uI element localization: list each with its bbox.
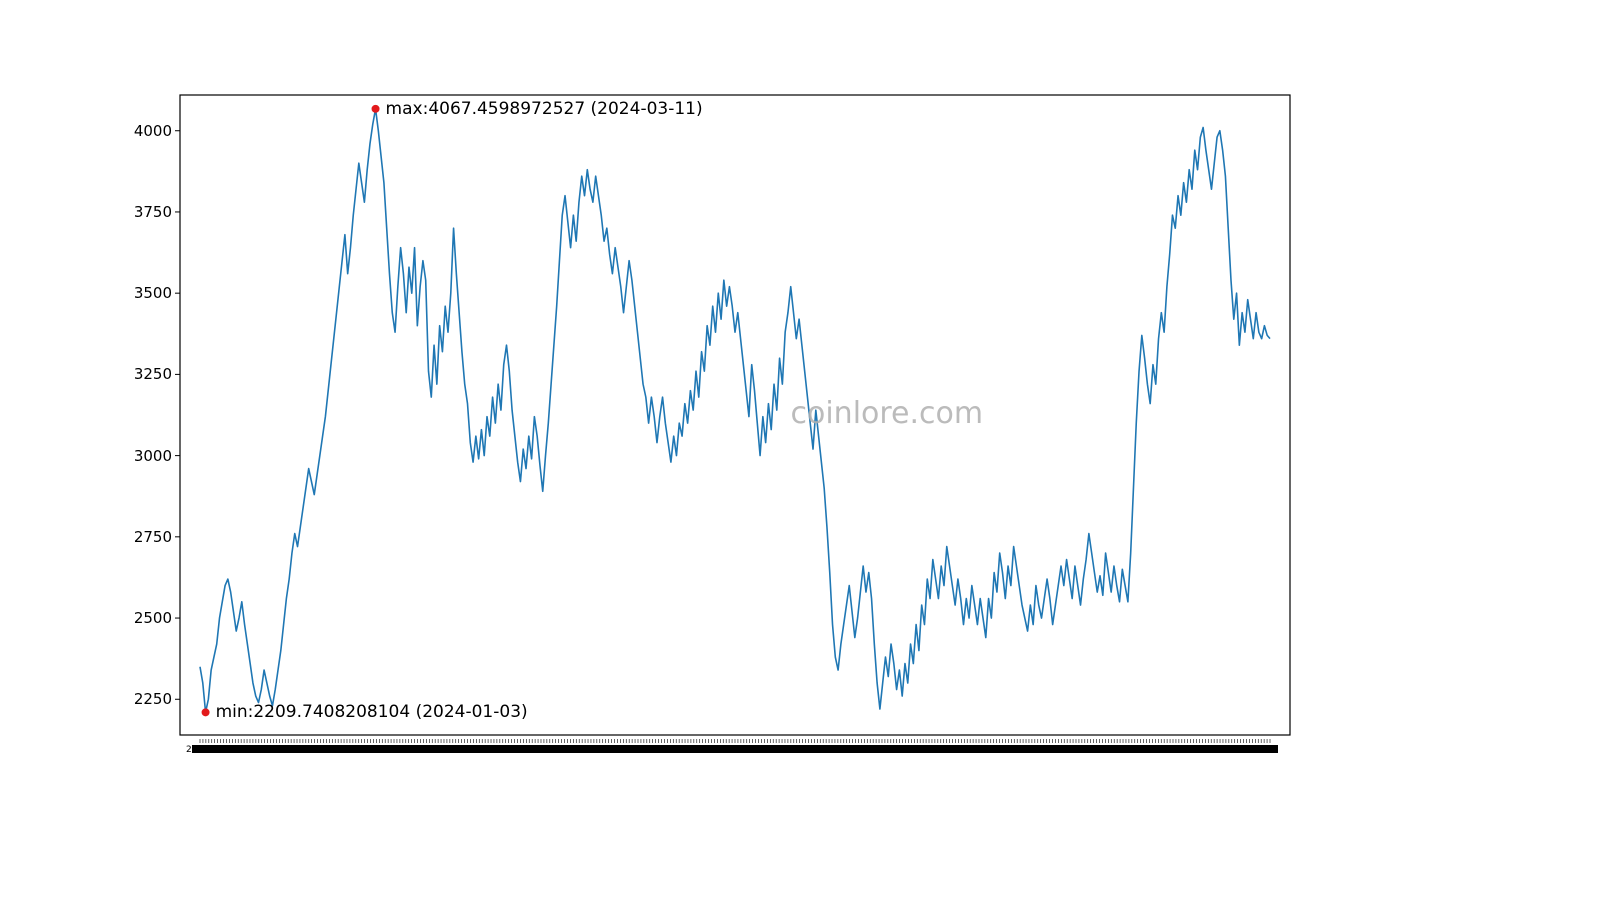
x-axis-tick-strip: 20 <box>180 739 1290 757</box>
y-tick-label: 3000 <box>134 447 172 465</box>
max-marker <box>372 105 380 113</box>
x-axis-overlapping-labels <box>192 745 1278 753</box>
svg-text:2: 2 <box>186 745 192 755</box>
chart-svg <box>180 95 1290 735</box>
y-tick-label: 2750 <box>134 528 172 546</box>
min-marker <box>202 708 210 716</box>
y-tick-label: 3500 <box>134 284 172 302</box>
y-tick-label: 3750 <box>134 203 172 221</box>
watermark-text: coinlore.com <box>791 396 984 431</box>
price-line-chart: 20 22502500275030003250350037504000 max:… <box>180 95 1290 735</box>
y-tick-label: 3250 <box>134 365 172 383</box>
max-annotation-label: max:4067.4598972527 (2024-03-11) <box>386 99 703 119</box>
y-tick-label: 4000 <box>134 122 172 140</box>
svg-text:0: 0 <box>1272 745 1278 755</box>
price-series-line <box>200 109 1270 713</box>
y-tick-label: 2500 <box>134 609 172 627</box>
plot-border <box>180 95 1290 735</box>
y-tick-label: 2250 <box>134 690 172 708</box>
min-annotation-label: min:2209.7408208104 (2024-01-03) <box>216 702 528 722</box>
